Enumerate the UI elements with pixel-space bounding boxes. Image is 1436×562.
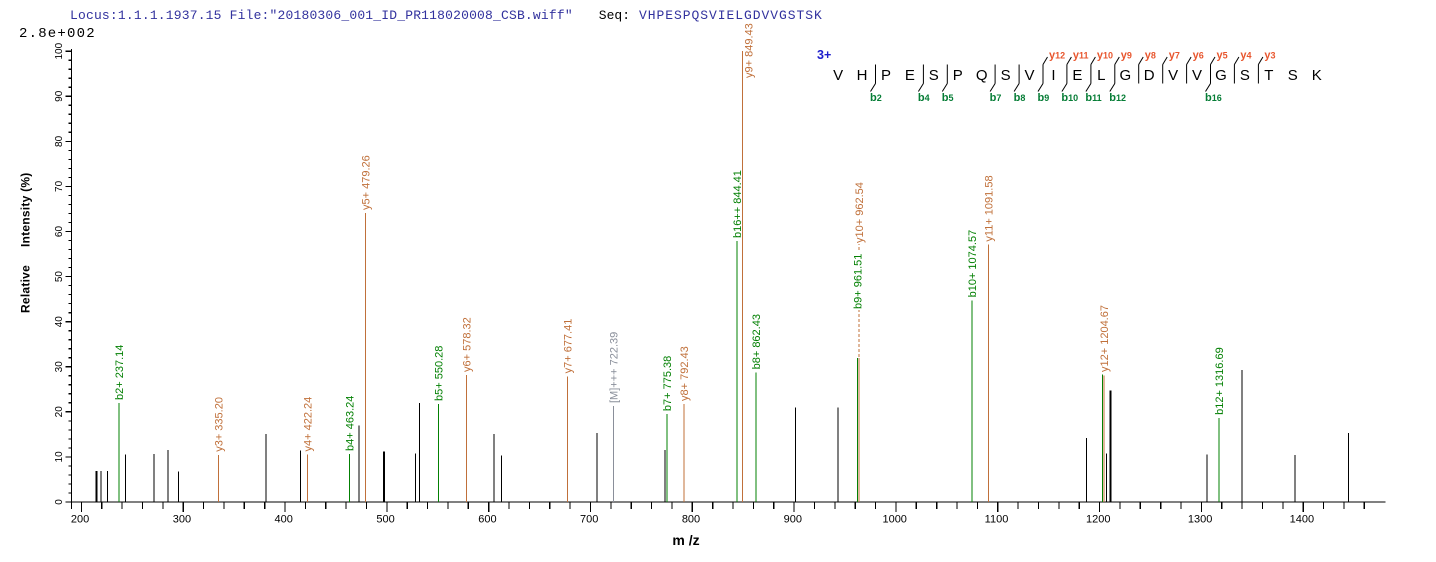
svg-text:y12+ 1204.67: y12+ 1204.67 xyxy=(1099,305,1111,372)
svg-text:y5: y5 xyxy=(1217,50,1228,62)
svg-text:100: 100 xyxy=(54,42,65,59)
svg-text:V: V xyxy=(1024,67,1034,84)
svg-text:30: 30 xyxy=(54,361,65,373)
svg-text:400: 400 xyxy=(275,514,293,526)
svg-text:y6: y6 xyxy=(1193,50,1204,62)
svg-text:b10+ 1074.57: b10+ 1074.57 xyxy=(967,230,979,298)
svg-text:b8: b8 xyxy=(1014,92,1026,104)
svg-text:L: L xyxy=(1097,67,1105,84)
svg-text:b16: b16 xyxy=(1205,92,1222,104)
svg-text:90: 90 xyxy=(54,90,65,102)
svg-text:E: E xyxy=(905,67,915,84)
svg-text:900: 900 xyxy=(784,514,802,526)
svg-text:K: K xyxy=(1312,67,1322,84)
svg-text:200: 200 xyxy=(71,514,89,526)
svg-text:b4+ 463.24: b4+ 463.24 xyxy=(344,396,356,451)
svg-text:T: T xyxy=(1264,67,1273,84)
svg-text:y3+ 335.20: y3+ 335.20 xyxy=(213,397,225,452)
svg-text:b7: b7 xyxy=(990,92,1002,104)
svg-text:H: H xyxy=(857,67,868,84)
svg-text:y10: y10 xyxy=(1097,50,1113,62)
svg-text:40: 40 xyxy=(54,316,65,328)
svg-text:y4: y4 xyxy=(1240,50,1251,62)
svg-text:y10+ 962.54: y10+ 962.54 xyxy=(854,182,866,243)
svg-text:2.8e+002: 2.8e+002 xyxy=(19,26,96,42)
svg-text:1100: 1100 xyxy=(985,514,1009,526)
svg-text:VHPESPQSVIELGDVVGSTSK: VHPESPQSVIELGDVVGSTSK xyxy=(639,8,823,23)
svg-text:[M]+++ 722.39: [M]+++ 722.39 xyxy=(609,332,621,403)
svg-text:y12: y12 xyxy=(1049,50,1065,62)
svg-text:b5+ 550.28: b5+ 550.28 xyxy=(433,346,445,401)
svg-text:b8+ 862.43: b8+ 862.43 xyxy=(751,314,763,369)
svg-text:1000: 1000 xyxy=(882,514,906,526)
svg-text:S: S xyxy=(929,67,939,84)
svg-text:700: 700 xyxy=(580,514,598,526)
svg-text:S: S xyxy=(1288,67,1298,84)
svg-text:S: S xyxy=(1001,67,1011,84)
svg-text:Relative Intensity (%): Relative Intensity (%) xyxy=(19,172,33,313)
svg-text:y11: y11 xyxy=(1073,50,1089,62)
svg-text:20: 20 xyxy=(54,406,65,418)
svg-text:Locus:1.1.1.1937.15 File:"2018: Locus:1.1.1.1937.15 File:"20180306_001_I… xyxy=(70,8,573,23)
svg-text:y8+ 792.43: y8+ 792.43 xyxy=(679,346,691,401)
svg-text:y6+ 578.32: y6+ 578.32 xyxy=(461,317,473,372)
svg-text:V: V xyxy=(1192,67,1202,84)
svg-text:E: E xyxy=(1072,67,1082,84)
svg-text:b12+ 1316.69: b12+ 1316.69 xyxy=(1214,347,1226,415)
svg-text:y7: y7 xyxy=(1169,50,1180,62)
svg-text:Q: Q xyxy=(976,67,988,84)
svg-text:300: 300 xyxy=(173,514,191,526)
svg-text:V: V xyxy=(1168,67,1178,84)
svg-text:y9+ 849.43: y9+ 849.43 xyxy=(744,23,756,78)
svg-text:G: G xyxy=(1215,67,1227,84)
svg-text:0: 0 xyxy=(54,499,65,505)
svg-text:b9+ 961.51: b9+ 961.51 xyxy=(852,254,864,309)
svg-text:I: I xyxy=(1051,67,1055,84)
svg-text:800: 800 xyxy=(682,514,700,526)
svg-text:y8: y8 xyxy=(1145,50,1156,62)
svg-text:1200: 1200 xyxy=(1086,514,1110,526)
svg-text:V: V xyxy=(833,67,843,84)
svg-text:1400: 1400 xyxy=(1290,514,1314,526)
svg-text:G: G xyxy=(1119,67,1131,84)
svg-text:b10: b10 xyxy=(1061,92,1078,104)
svg-text:y7+ 677.41: y7+ 677.41 xyxy=(562,319,574,374)
svg-text:b16++ 844.41: b16++ 844.41 xyxy=(732,170,744,238)
svg-text:80: 80 xyxy=(54,135,65,147)
svg-text:600: 600 xyxy=(478,514,496,526)
svg-text:b12: b12 xyxy=(1109,92,1126,104)
svg-text:b7+ 775.38: b7+ 775.38 xyxy=(662,356,674,411)
svg-text:y3: y3 xyxy=(1264,50,1275,62)
svg-text:D: D xyxy=(1144,67,1155,84)
svg-text:y4+ 422.24: y4+ 422.24 xyxy=(302,397,314,452)
svg-text:b11: b11 xyxy=(1085,92,1101,104)
svg-text:500: 500 xyxy=(376,514,394,526)
svg-text:b9: b9 xyxy=(1038,92,1050,104)
svg-text:y5+ 479.26: y5+ 479.26 xyxy=(361,155,373,210)
svg-text:b2: b2 xyxy=(870,92,882,104)
svg-text:m /z: m /z xyxy=(672,532,699,548)
svg-text:y11+ 1091.58: y11+ 1091.58 xyxy=(984,175,996,241)
svg-text:P: P xyxy=(881,67,891,84)
svg-text:50: 50 xyxy=(54,271,65,283)
svg-text:P: P xyxy=(953,67,963,84)
svg-text:1300: 1300 xyxy=(1188,514,1212,526)
svg-text:10: 10 xyxy=(54,451,65,463)
svg-text:3+: 3+ xyxy=(817,48,831,62)
svg-text:b2+ 237.14: b2+ 237.14 xyxy=(114,345,126,400)
svg-text:y9: y9 xyxy=(1121,50,1132,62)
svg-text:S: S xyxy=(1240,67,1250,84)
svg-text:b4: b4 xyxy=(918,92,930,104)
svg-text:70: 70 xyxy=(54,180,65,192)
svg-text:60: 60 xyxy=(54,226,65,238)
svg-text:b5: b5 xyxy=(942,92,954,104)
svg-text:Seq:: Seq: xyxy=(599,8,630,23)
